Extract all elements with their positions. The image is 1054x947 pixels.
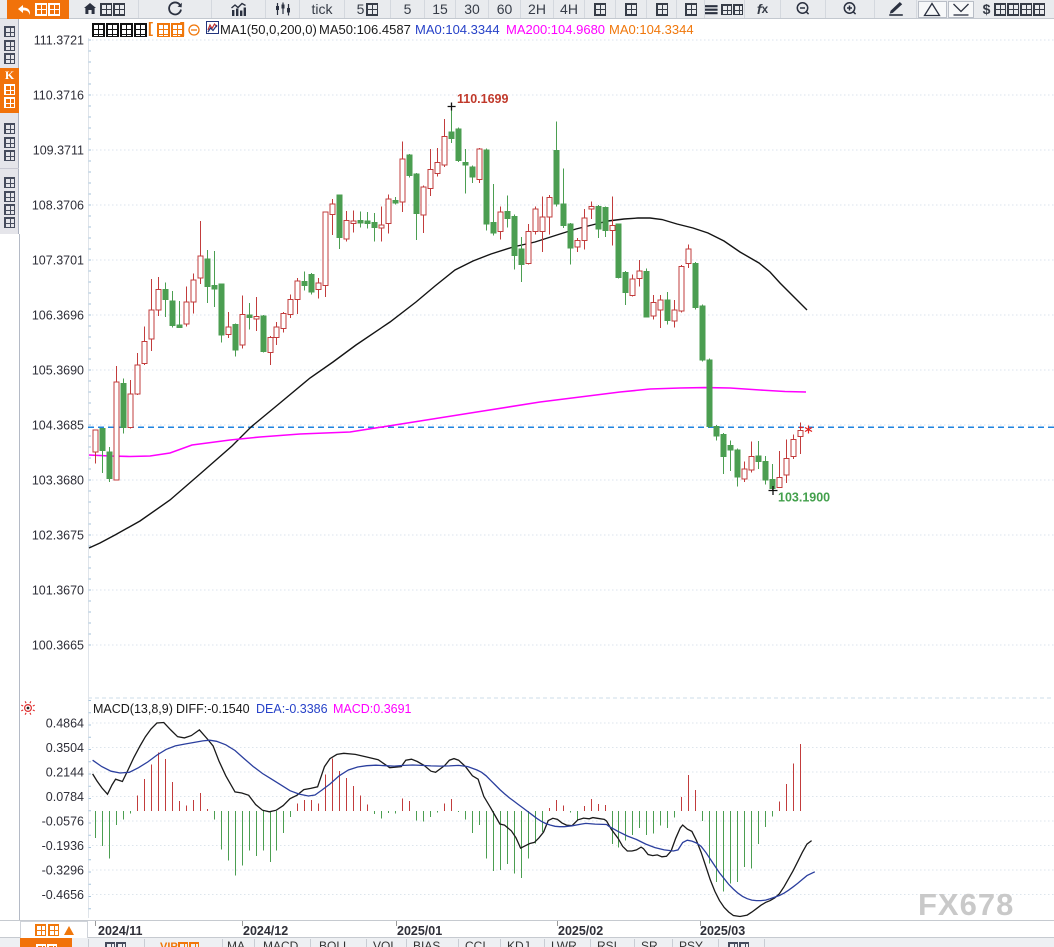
svg-text:109.3711: 109.3711 — [33, 144, 84, 158]
svg-text:100.3665: 100.3665 — [32, 639, 84, 653]
svg-text:-0.1936: -0.1936 — [42, 839, 84, 853]
svg-text:DIFF:-0.1540: DIFF:-0.1540 — [176, 702, 250, 716]
svg-text:0.4864: 0.4864 — [46, 717, 84, 731]
svg-text:102.3675: 102.3675 — [32, 529, 84, 543]
svg-text:110.3716: 110.3716 — [33, 89, 84, 103]
svg-text:101.3670: 101.3670 — [32, 584, 84, 598]
svg-text:110.1699: 110.1699 — [457, 92, 508, 106]
svg-text:106.3696: 106.3696 — [32, 309, 84, 323]
svg-text:0.0784: 0.0784 — [46, 790, 84, 804]
svg-text:104.3685: 104.3685 — [32, 419, 84, 433]
svg-text:-0.0576: -0.0576 — [42, 815, 84, 829]
svg-text:111.3721: 111.3721 — [34, 34, 84, 48]
svg-text:MACD:0.3691: MACD:0.3691 — [333, 702, 412, 716]
svg-text:107.3701: 107.3701 — [32, 254, 84, 268]
svg-text:0.2144: 0.2144 — [46, 766, 84, 780]
svg-text:-0.4656: -0.4656 — [42, 888, 84, 902]
svg-text:103.3680: 103.3680 — [32, 474, 84, 488]
svg-text:0.3504: 0.3504 — [46, 741, 84, 755]
svg-text:108.3706: 108.3706 — [32, 199, 84, 213]
svg-text:103.1900: 103.1900 — [778, 491, 830, 505]
svg-text:-0.3296: -0.3296 — [42, 864, 84, 878]
svg-text:FX678: FX678 — [918, 887, 1014, 922]
svg-text:MACD(13,8,9): MACD(13,8,9) — [93, 702, 173, 716]
svg-text:105.3690: 105.3690 — [32, 364, 84, 378]
svg-text:DEA:-0.3386: DEA:-0.3386 — [256, 702, 328, 716]
